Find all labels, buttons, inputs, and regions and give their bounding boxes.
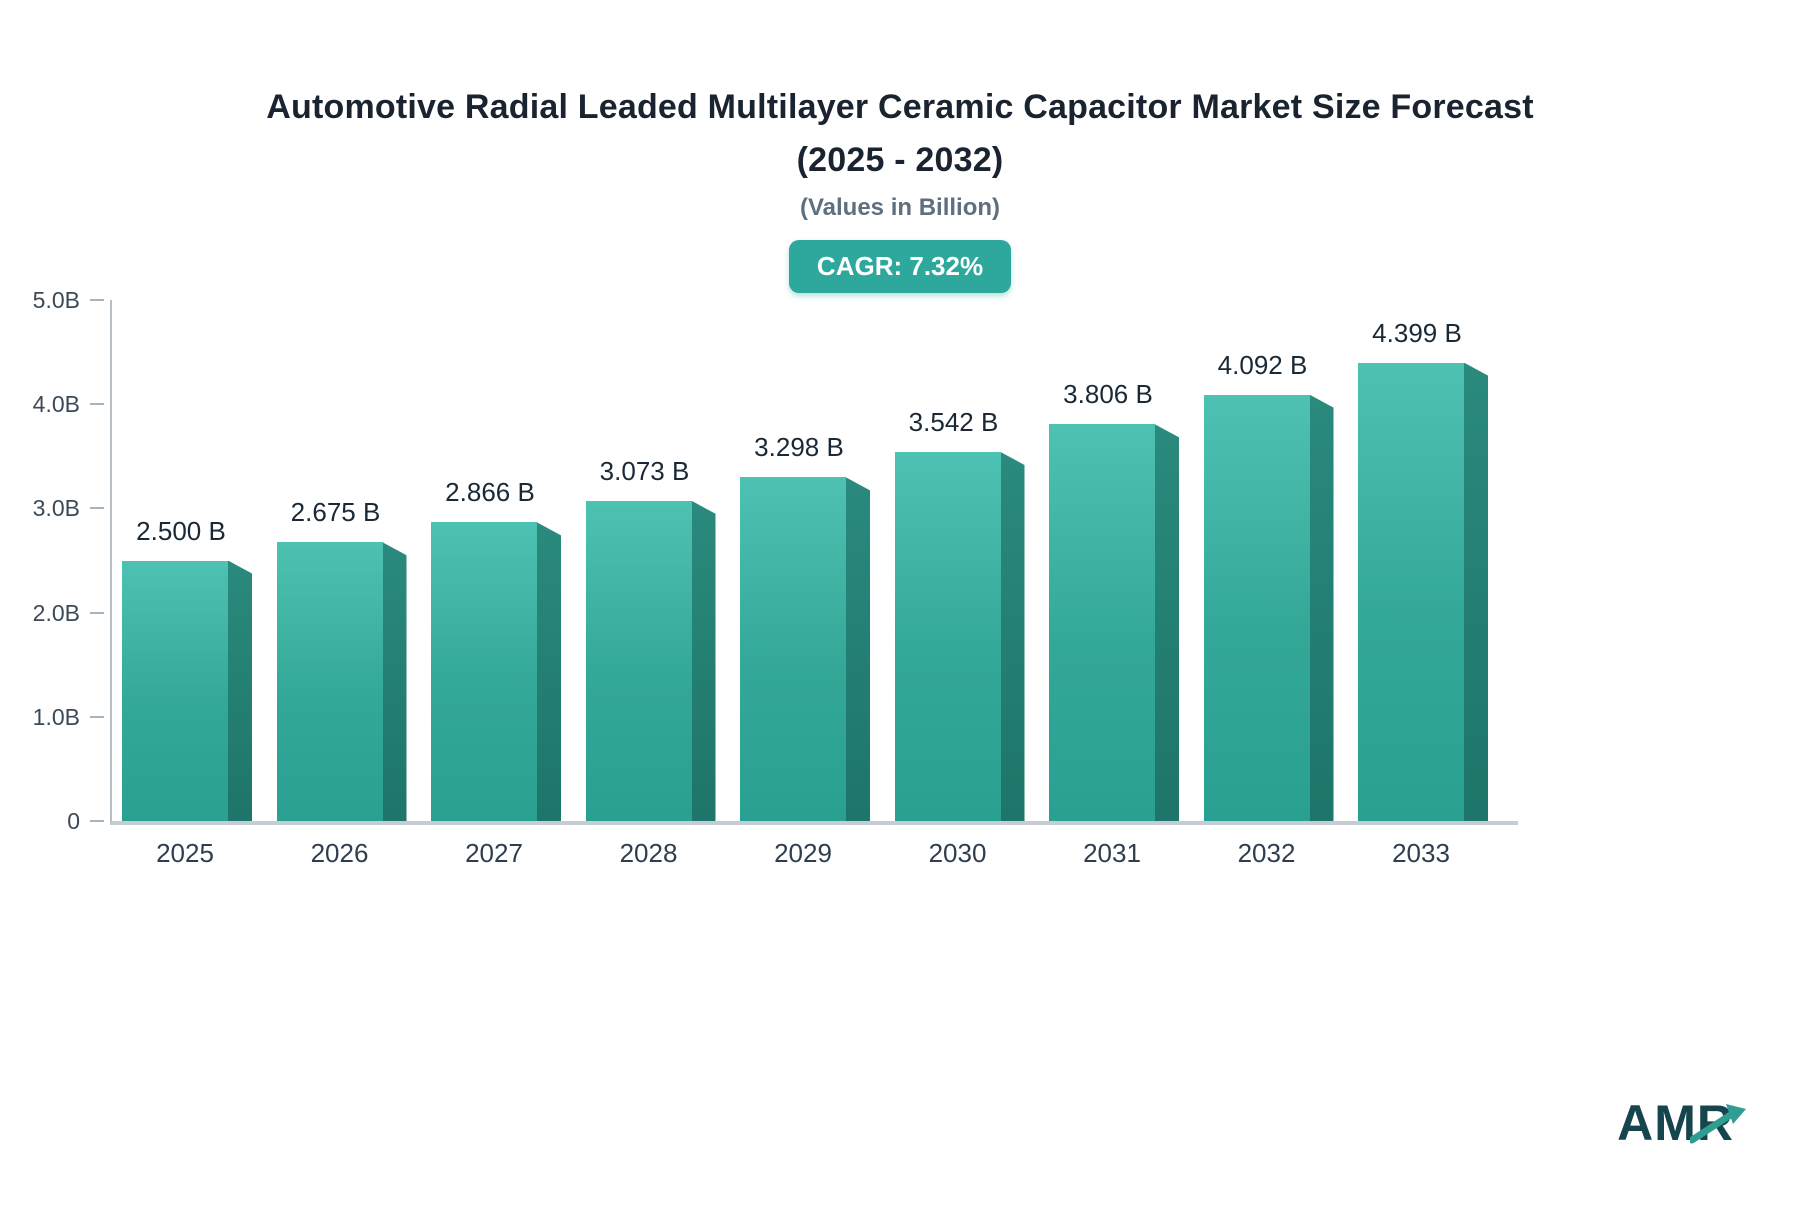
x-axis-label-2029: 2029 xyxy=(774,838,832,868)
bar-value-label: 3.806 B xyxy=(1063,379,1153,410)
bar-face xyxy=(276,542,383,821)
bar-group-2030: 3.542 B xyxy=(894,407,1025,821)
y-axis-tick-label: 0 xyxy=(67,808,80,834)
chart-header: Automotive Radial Leaded Multilayer Cera… xyxy=(0,88,1800,293)
bar-value-label: 2.500 B xyxy=(136,515,226,546)
x-axis-label-2028: 2028 xyxy=(619,838,678,868)
bar-value-label: 2.866 B xyxy=(445,477,535,508)
plot-area: 2.500 B 2.675 B 2.866 B 3.073 B 3.298 B 3.542… xyxy=(110,300,1518,825)
y-axis-tick-mark xyxy=(90,507,104,510)
bar-group-2029: 3.298 B xyxy=(740,432,870,821)
bar-side xyxy=(846,477,870,821)
bar-value-label: 4.399 B xyxy=(1372,317,1462,348)
y-axis-tick-mark xyxy=(90,403,104,406)
bar-face xyxy=(431,522,537,821)
bar-value-label: 3.542 B xyxy=(908,406,999,437)
y-axis-tick-label: 2.0B xyxy=(32,599,80,626)
x-axis-label-2033: 2033 xyxy=(1392,838,1450,868)
bar-side xyxy=(1464,362,1488,821)
bar-face xyxy=(585,500,692,821)
y-axis: 0 1.0B 2.0B 3.0B 4.0B 5.0B xyxy=(0,287,108,834)
y-axis-tick-mark xyxy=(90,611,104,614)
y-axis-tick-label: 5.0B xyxy=(32,287,80,313)
x-axis-label-2026: 2026 xyxy=(310,838,369,868)
x-axis-label-2032: 2032 xyxy=(1237,838,1296,868)
x-axis-label-2025: 2025 xyxy=(156,838,214,868)
chart-subtitle: (Values in Billion) xyxy=(799,194,1001,221)
amr-logo-arrow-icon xyxy=(1690,1104,1746,1144)
y-axis-tick-label: 1.0B xyxy=(32,703,80,730)
bar-value-label: 4.092 B xyxy=(1217,349,1308,380)
x-axis-label-2027: 2027 xyxy=(465,838,523,868)
bar-face xyxy=(740,477,846,821)
x-axis-label-2031: 2031 xyxy=(1083,838,1141,868)
bar-face xyxy=(122,560,228,821)
bar-side xyxy=(1155,424,1179,821)
bar-side xyxy=(537,522,561,821)
bar-side xyxy=(1309,394,1334,821)
y-axis-tick-label: 3.0B xyxy=(32,495,80,522)
amr-logo: AMR xyxy=(1617,1094,1746,1152)
y-axis-tick-label: 4.0B xyxy=(32,391,80,418)
bar-side xyxy=(1000,451,1025,821)
chart-title-line1: Automotive Radial Leaded Multilayer Cera… xyxy=(266,88,1534,126)
y-axis-tick-mark xyxy=(90,820,104,822)
bar-group-2025: 2.500 B xyxy=(122,516,252,821)
x-axis-label-2030: 2030 xyxy=(928,838,987,868)
chart-title-line2: (2025 - 2032) xyxy=(796,141,1004,179)
bar-side xyxy=(691,500,716,821)
cagr-badge: CAGR: 7.32% xyxy=(788,240,1012,293)
bar-group-2027: 2.866 B xyxy=(431,477,561,821)
x-axis: 2025 2026 2027 2028 2029 2030 2031 2032 2033 xyxy=(110,838,1516,872)
bar-group-2031: 3.806 B xyxy=(1049,379,1179,821)
bar-face xyxy=(1358,362,1464,821)
bar-group-2026: 2.675 B xyxy=(276,497,407,821)
bar-group-2028: 3.073 B xyxy=(585,456,716,821)
bar-face xyxy=(894,451,1001,821)
bar-face xyxy=(1203,394,1310,821)
bar-side xyxy=(228,560,252,821)
y-axis-tick-mark xyxy=(90,715,104,718)
bar-value-label: 3.073 B xyxy=(599,455,690,486)
bar-value-label: 2.675 B xyxy=(290,497,381,528)
y-axis-tick-mark xyxy=(90,299,104,301)
bar-face xyxy=(1049,424,1155,821)
bar-value-label: 3.298 B xyxy=(754,432,844,463)
bar-group-2032: 4.092 B xyxy=(1203,350,1334,821)
bar-group-2033: 4.399 B xyxy=(1358,318,1488,821)
bar-side xyxy=(382,542,407,821)
